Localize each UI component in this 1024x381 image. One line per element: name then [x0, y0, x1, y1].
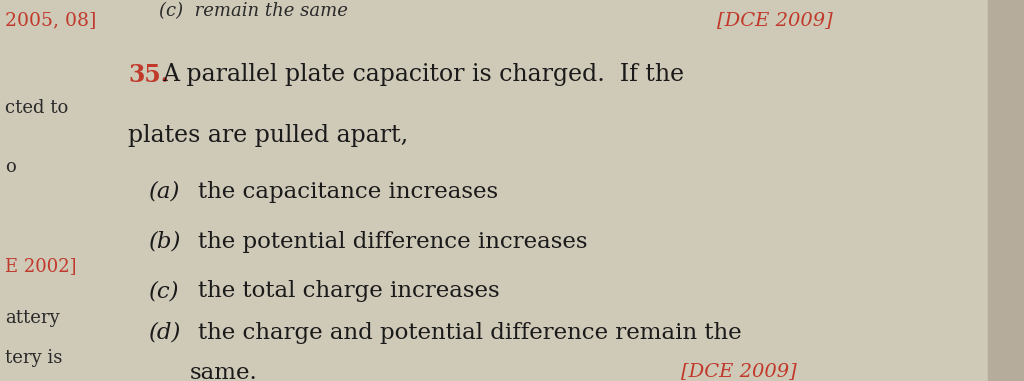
Text: 35.: 35.: [128, 63, 169, 87]
Text: [DCE 2009]: [DCE 2009]: [681, 362, 797, 380]
Text: the potential difference increases: the potential difference increases: [198, 231, 587, 253]
Text: (d): (d): [148, 322, 181, 344]
Bar: [988, 0, 1024, 381]
Text: (c)  remain the same: (c) remain the same: [159, 2, 347, 20]
Text: [DCE 2009]: [DCE 2009]: [717, 11, 833, 29]
Text: attery: attery: [5, 309, 59, 327]
Text: A parallel plate capacitor is charged.  If the: A parallel plate capacitor is charged. I…: [162, 63, 684, 86]
Text: 2005, 08]: 2005, 08]: [5, 11, 96, 29]
Text: tery is: tery is: [5, 349, 62, 367]
Text: the charge and potential difference remain the: the charge and potential difference rema…: [198, 322, 741, 344]
Text: (c): (c): [148, 280, 179, 302]
Text: the capacitance increases: the capacitance increases: [198, 181, 498, 203]
Text: plates are pulled apart,: plates are pulled apart,: [128, 124, 409, 147]
Text: same.: same.: [189, 362, 257, 381]
Text: (a): (a): [148, 181, 180, 203]
Text: (b): (b): [148, 231, 181, 253]
Text: o: o: [5, 158, 15, 176]
Text: the total charge increases: the total charge increases: [198, 280, 500, 302]
Text: E 2002]: E 2002]: [5, 257, 77, 275]
Text: cted to: cted to: [5, 99, 69, 117]
